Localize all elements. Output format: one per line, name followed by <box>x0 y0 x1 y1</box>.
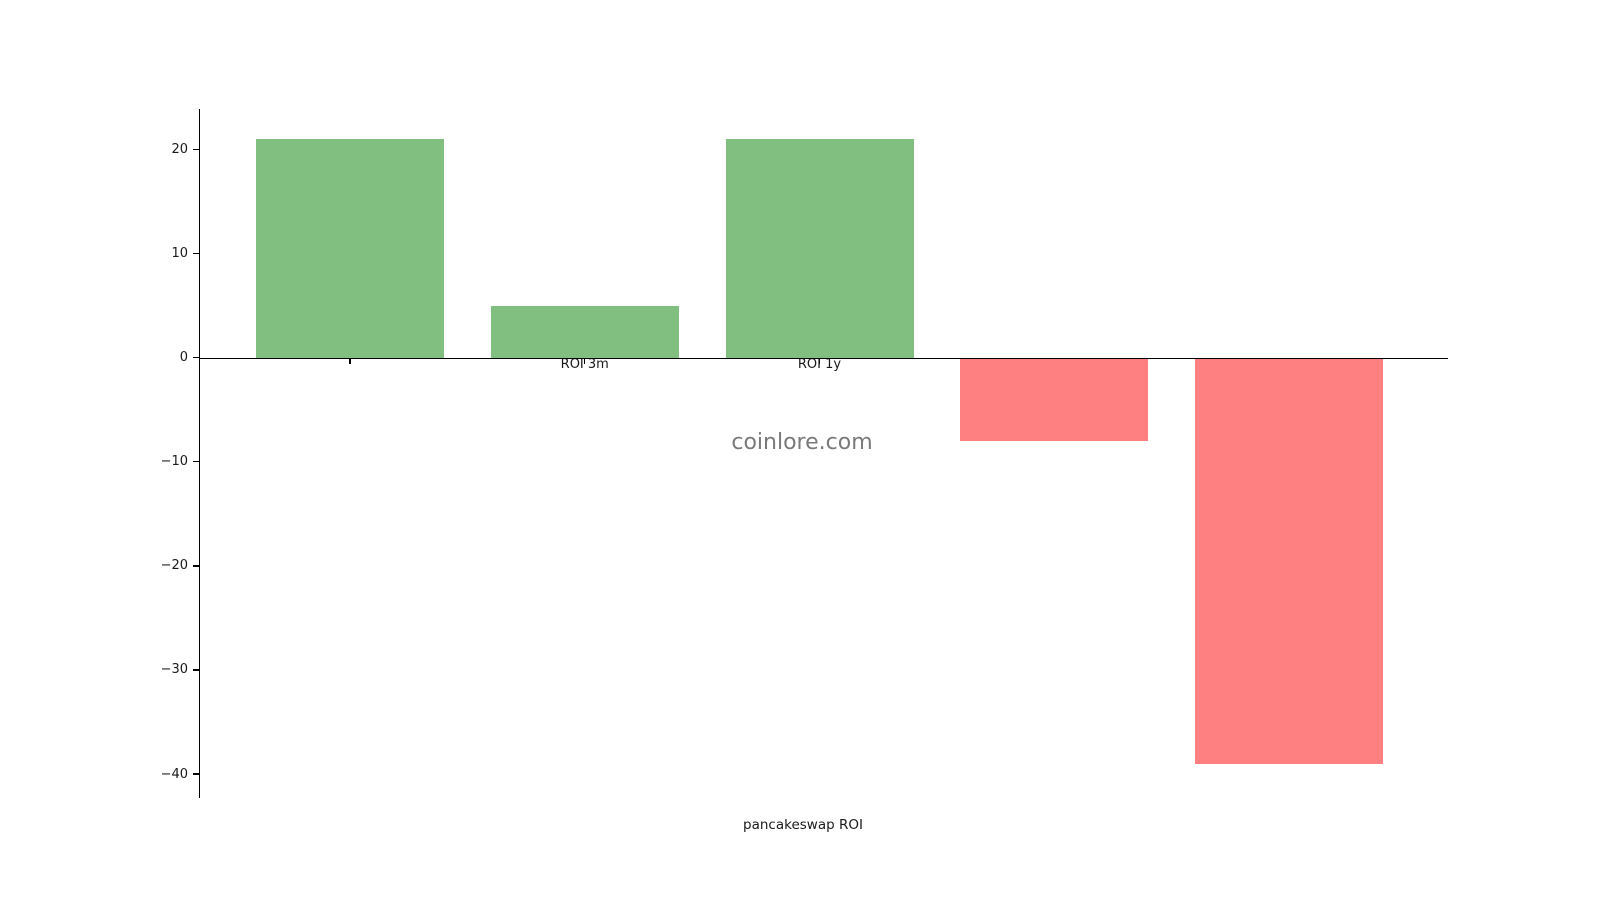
y-tick-label: −20 <box>160 558 188 574</box>
y-tick-label: 10 <box>171 246 188 262</box>
y-tick-label: −10 <box>160 454 188 470</box>
negative-roi-bar <box>960 357 1149 441</box>
positive-roi-bar <box>725 139 914 358</box>
x-tick-mark <box>349 358 351 364</box>
x-tick-label: ROI 1y <box>797 357 842 372</box>
x-tick-label: ROI 3m <box>560 357 609 372</box>
x-tick-mark <box>818 358 821 364</box>
y-tick-label: 0 <box>179 350 188 366</box>
y-tick-mark <box>193 148 199 151</box>
y-tick-mark <box>193 565 199 567</box>
negative-roi-bar <box>1195 357 1383 764</box>
y-tick-label: 20 <box>171 142 188 158</box>
x-tick-mark <box>584 358 586 364</box>
positive-roi-bar <box>490 305 679 358</box>
y-axis-line <box>198 109 201 798</box>
positive-roi-bar <box>256 139 444 358</box>
x-axis-title: pancakeswap ROI <box>743 817 863 833</box>
y-tick-mark <box>193 253 199 255</box>
y-tick-label: −40 <box>160 766 188 782</box>
watermark-text: coinlore.com <box>731 430 873 455</box>
y-tick-mark <box>193 357 199 359</box>
y-tick-mark <box>193 669 199 671</box>
y-tick-label: −30 <box>160 662 188 678</box>
y-tick-mark <box>193 461 199 463</box>
y-tick-mark <box>193 773 199 775</box>
x-axis-line <box>198 357 1448 360</box>
